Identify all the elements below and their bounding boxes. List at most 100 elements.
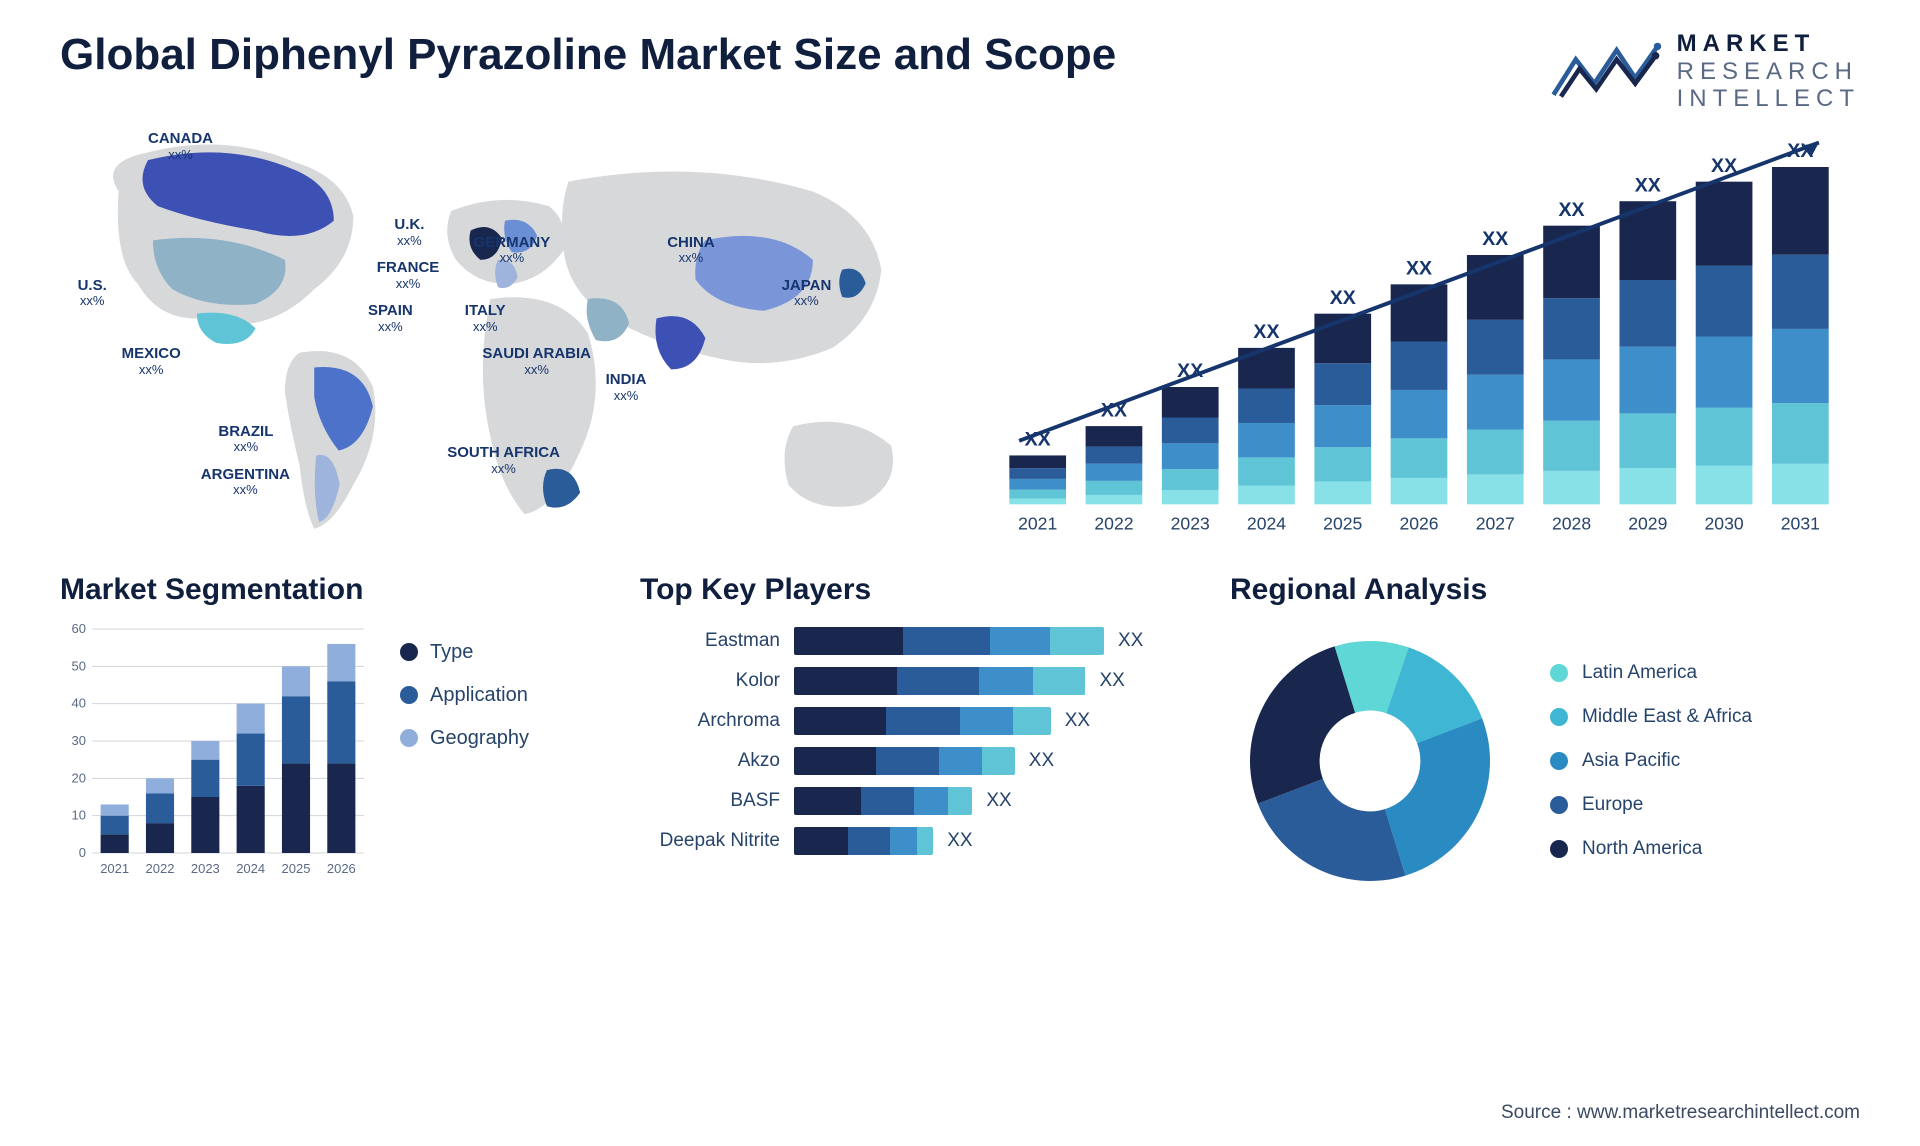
map-label: SOUTH AFRICAxx% <box>447 445 560 476</box>
players-title: Top Key Players <box>640 573 1180 607</box>
brand-logo: MARKET RESEARCH INTELLECT <box>1548 30 1860 113</box>
segmentation-chart: 0102030405060202120222023202420252026 <box>60 621 370 881</box>
map-label: MEXICOxx% <box>122 346 181 377</box>
player-bar <box>794 827 933 855</box>
logo-line-3: INTELLECT <box>1677 85 1860 113</box>
map-label: U.K.xx% <box>394 217 424 248</box>
svg-text:XX: XX <box>1253 321 1279 343</box>
upper-row: CANADAxx% U.S.xx% MEXICOxx% BRAZILxx% ARGENT… <box>0 123 1920 553</box>
svg-text:XX: XX <box>1559 199 1585 221</box>
player-name: Kolor <box>640 670 780 692</box>
segmentation-panel: Market Segmentation 01020304050602021202… <box>60 573 590 901</box>
player-bar <box>794 747 1015 775</box>
player-row: Archroma XX <box>640 707 1180 735</box>
svg-text:XX: XX <box>1406 257 1432 279</box>
player-row: BASF XX <box>640 787 1180 815</box>
player-row: Kolor XX <box>640 667 1180 695</box>
player-name: Eastman <box>640 630 780 652</box>
regional-legend-item: North America <box>1550 838 1752 860</box>
svg-text:50: 50 <box>72 658 86 673</box>
player-value: XX <box>1029 750 1069 772</box>
growth-bar-chart: XX2021XX2022XX2023XX2024XX2025XX2026XX20… <box>980 123 1860 543</box>
logo-line-2: RESEARCH <box>1677 58 1860 86</box>
svg-text:2025: 2025 <box>1323 514 1362 534</box>
svg-text:2021: 2021 <box>100 861 129 876</box>
player-name: Akzo <box>640 750 780 772</box>
map-label: ARGENTINAxx% <box>201 467 290 498</box>
page-title: Global Diphenyl Pyrazoline Market Size a… <box>60 30 1116 80</box>
svg-text:2030: 2030 <box>1705 514 1744 534</box>
svg-text:2024: 2024 <box>1247 514 1286 534</box>
svg-text:2024: 2024 <box>236 861 265 876</box>
regional-legend-item: Latin America <box>1550 662 1752 684</box>
map-label: JAPANxx% <box>782 278 832 309</box>
regional-legend-item: Asia Pacific <box>1550 750 1752 772</box>
logo-line-1: MARKET <box>1677 30 1860 58</box>
player-value: XX <box>947 830 987 852</box>
map-label: CANADAxx% <box>148 131 213 162</box>
svg-text:2028: 2028 <box>1552 514 1591 534</box>
regional-legend-item: Europe <box>1550 794 1752 816</box>
player-row: Deepak Nitrite XX <box>640 827 1180 855</box>
player-row: Akzo XX <box>640 747 1180 775</box>
map-label: U.S.xx% <box>78 278 107 309</box>
logo-icon <box>1548 39 1663 104</box>
map-label: SPAINxx% <box>368 303 413 334</box>
player-value: XX <box>986 790 1026 812</box>
map-label: BRAZILxx% <box>218 424 273 455</box>
map-label: INDIAxx% <box>606 372 647 403</box>
svg-text:2026: 2026 <box>327 861 356 876</box>
player-name: Archroma <box>640 710 780 732</box>
player-bar <box>794 667 1086 695</box>
player-value: XX <box>1100 670 1140 692</box>
players-list: EastmanXXKolorXXArchromaXXAkzoXXBASFXXDe… <box>640 621 1180 855</box>
growth-chart-panel: XX2021XX2022XX2023XX2024XX2025XX2026XX20… <box>980 123 1860 553</box>
svg-text:2029: 2029 <box>1628 514 1667 534</box>
player-name: Deepak Nitrite <box>640 830 780 852</box>
player-bar <box>794 787 972 815</box>
svg-text:20: 20 <box>72 770 86 785</box>
svg-text:30: 30 <box>72 733 86 748</box>
source-attribution: Source : www.marketresearchintellect.com <box>1501 1102 1860 1124</box>
player-value: XX <box>1118 630 1158 652</box>
svg-text:XX: XX <box>1635 174 1661 196</box>
regional-title: Regional Analysis <box>1230 573 1860 607</box>
svg-text:2031: 2031 <box>1781 514 1820 534</box>
header: Global Diphenyl Pyrazoline Market Size a… <box>0 0 1920 123</box>
svg-text:2021: 2021 <box>1018 514 1057 534</box>
svg-text:2023: 2023 <box>1171 514 1210 534</box>
player-bar <box>794 627 1104 655</box>
svg-text:2023: 2023 <box>191 861 220 876</box>
player-name: BASF <box>640 790 780 812</box>
svg-text:2027: 2027 <box>1476 514 1515 534</box>
regional-legend-item: Middle East & Africa <box>1550 706 1752 728</box>
map-label: ITALYxx% <box>465 303 506 334</box>
players-panel: Top Key Players EastmanXXKolorXXArchroma… <box>640 573 1180 901</box>
player-bar <box>794 707 1051 735</box>
logo-text: MARKET RESEARCH INTELLECT <box>1677 30 1860 113</box>
lower-row: Market Segmentation 01020304050602021202… <box>0 553 1920 901</box>
segmentation-legend-item: Application <box>400 684 529 707</box>
regional-donut-chart <box>1230 621 1510 901</box>
svg-text:40: 40 <box>72 695 86 710</box>
map-label: GERMANYxx% <box>474 235 551 266</box>
player-row: Eastman XX <box>640 627 1180 655</box>
svg-text:60: 60 <box>72 621 86 636</box>
segmentation-legend-item: Type <box>400 641 529 664</box>
svg-text:2022: 2022 <box>1094 514 1133 534</box>
svg-text:2025: 2025 <box>282 861 311 876</box>
player-value: XX <box>1065 710 1105 732</box>
svg-text:2026: 2026 <box>1399 514 1438 534</box>
svg-text:10: 10 <box>72 807 86 822</box>
map-label: CHINAxx% <box>667 235 715 266</box>
world-map-panel: CANADAxx% U.S.xx% MEXICOxx% BRAZILxx% ARGENT… <box>60 123 940 553</box>
svg-text:XX: XX <box>1330 287 1356 309</box>
svg-text:XX: XX <box>1482 228 1508 250</box>
segmentation-legend: Type Application Geography <box>400 621 529 881</box>
regional-legend: Latin America Middle East & Africa Asia Pa… <box>1550 662 1752 860</box>
svg-text:2022: 2022 <box>146 861 175 876</box>
map-label: SAUDI ARABIAxx% <box>482 346 591 377</box>
map-label: FRANCExx% <box>377 260 440 291</box>
regional-panel: Regional Analysis Latin America Middle Ea… <box>1230 573 1860 901</box>
segmentation-legend-item: Geography <box>400 727 529 750</box>
